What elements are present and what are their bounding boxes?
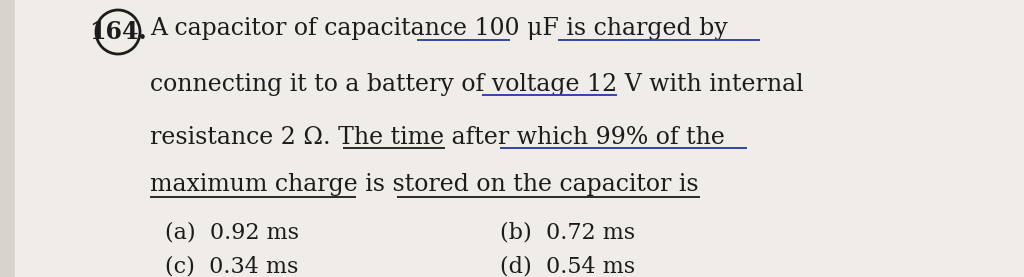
Text: (d)  0.54 ms: (d) 0.54 ms xyxy=(500,256,635,277)
Text: maximum charge is stored on the capacitor is: maximum charge is stored on the capacito… xyxy=(150,173,698,196)
Text: resistance 2 Ω. The time after which 99% of the: resistance 2 Ω. The time after which 99%… xyxy=(150,125,725,148)
Text: (b)  0.72 ms: (b) 0.72 ms xyxy=(500,221,635,243)
Text: A capacitor of capacitance 100 μF is charged by: A capacitor of capacitance 100 μF is cha… xyxy=(150,17,728,40)
Text: connecting it to a battery of voltage 12 V with internal: connecting it to a battery of voltage 12… xyxy=(150,73,804,96)
Text: (c)  0.34 ms: (c) 0.34 ms xyxy=(165,256,298,277)
Text: 164.: 164. xyxy=(89,20,146,44)
Text: (a)  0.92 ms: (a) 0.92 ms xyxy=(165,221,299,243)
